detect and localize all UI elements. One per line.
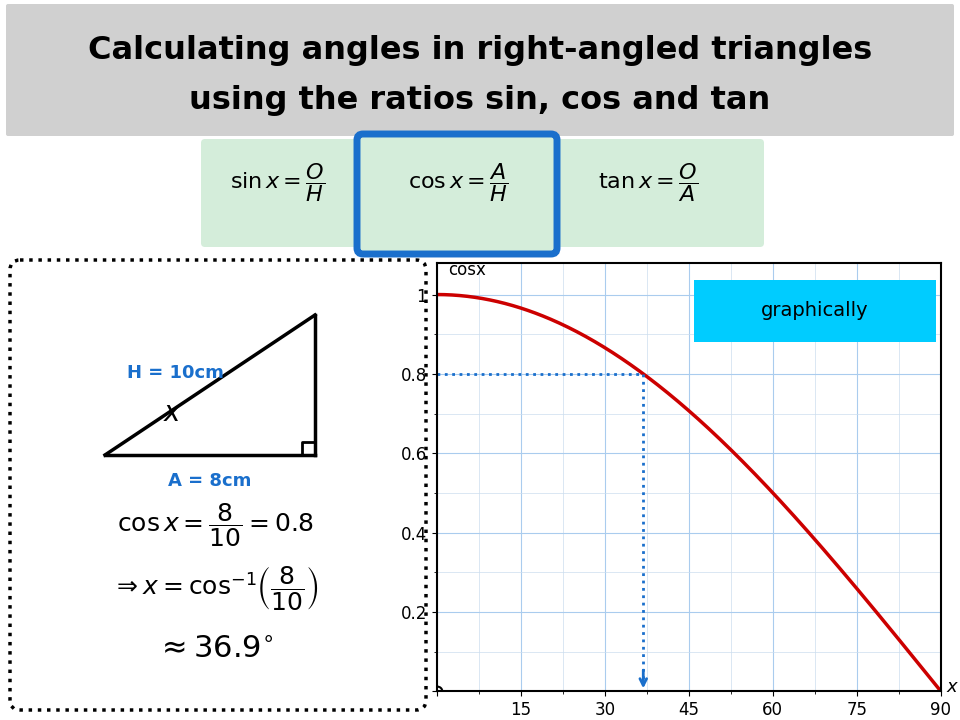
Text: Calculating angles in right-angled triangles: Calculating angles in right-angled trian… <box>88 35 872 66</box>
FancyBboxPatch shape <box>694 280 936 342</box>
Text: cosx: cosx <box>448 261 486 279</box>
Text: $\cos x = \dfrac{8}{10} = 0.8$: $\cos x = \dfrac{8}{10} = 0.8$ <box>117 501 313 549</box>
Text: A = 8cm: A = 8cm <box>168 472 252 490</box>
Text: $\sin x = \dfrac{O}{H}$: $\sin x = \dfrac{O}{H}$ <box>230 161 325 204</box>
Text: graphically: graphically <box>761 301 869 320</box>
Text: $\tan x = \dfrac{O}{A}$: $\tan x = \dfrac{O}{A}$ <box>598 161 698 204</box>
FancyBboxPatch shape <box>201 139 764 247</box>
Text: $\Rightarrow x = \cos^{-1}\!\left(\dfrac{8}{10}\right)$: $\Rightarrow x = \cos^{-1}\!\left(\dfrac… <box>111 564 319 612</box>
FancyBboxPatch shape <box>357 134 557 254</box>
FancyBboxPatch shape <box>10 260 426 710</box>
Text: H = 10cm: H = 10cm <box>127 364 224 382</box>
Text: $\approx 36.9^{\circ}$: $\approx 36.9^{\circ}$ <box>156 636 274 665</box>
Text: $\cos x = \dfrac{A}{H}$: $\cos x = \dfrac{A}{H}$ <box>408 161 508 204</box>
Text: $x$: $x$ <box>163 399 182 427</box>
FancyBboxPatch shape <box>6 4 954 136</box>
Text: x: x <box>947 678 957 696</box>
Text: using the ratios sin, cos and tan: using the ratios sin, cos and tan <box>189 84 771 115</box>
